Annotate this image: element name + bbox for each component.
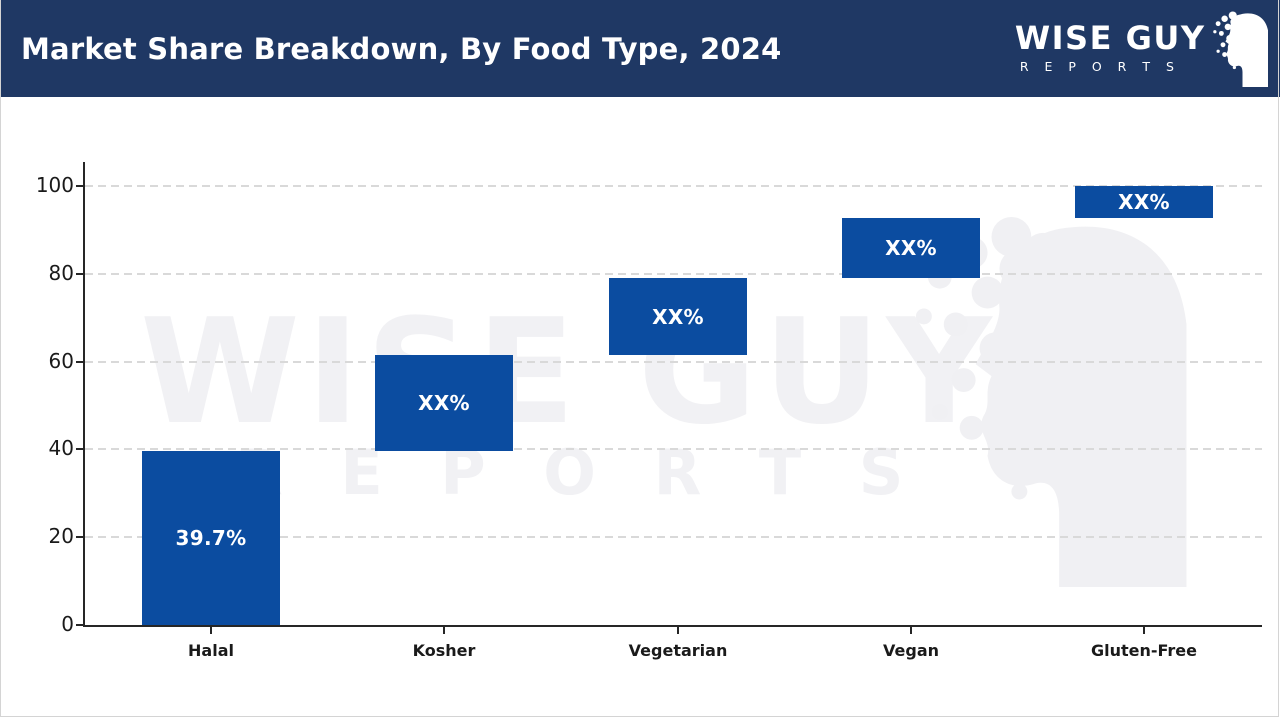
y-tick-mark [76, 448, 83, 451]
logo-wordmark: WISE GUY [1014, 19, 1206, 58]
x-category-label-vegan: Vegan [883, 641, 939, 660]
gridline-60 [85, 360, 1262, 363]
y-tick-mark [76, 272, 83, 275]
header: Market Share Breakdown, By Food Type, 20… [0, 0, 1280, 97]
x-tick-mark [210, 627, 212, 634]
gridline-20 [85, 536, 1262, 539]
y-axis-line [83, 162, 85, 627]
bar-kosher: XX% [375, 355, 513, 451]
x-category-label-gluten-free: Gluten-Free [1090, 641, 1198, 660]
bar-value-label-gluten-free: XX% [1118, 190, 1170, 215]
y-tick-label: 100 [35, 173, 74, 197]
logo-wordmark-block: WISE GUY R E P O R T S [1015, 22, 1206, 74]
y-tick-label: 40 [48, 436, 74, 461]
y-tick-label: 0 [61, 612, 74, 636]
y-tick-mark [76, 185, 83, 187]
bar-value-label-vegan: XX% [885, 236, 937, 261]
x-axis-line [83, 625, 1262, 627]
x-tick-mark [443, 627, 445, 634]
bar-gluten-free: XX% [1075, 186, 1213, 219]
bar-value-label-kosher: XX% [418, 390, 470, 415]
watermark-subtitle: R E P O R T S [235, 436, 922, 509]
page-title: Market Share Breakdown, By Food Type, 20… [21, 31, 782, 66]
wise-guy-logo: WISE GUY R E P O R T S [1015, 9, 1268, 87]
x-tick-mark [677, 627, 679, 634]
logo-subtitle: R E P O R T S [1019, 58, 1180, 74]
x-tick-mark [910, 627, 912, 634]
x-category-label-halal: Halal [188, 641, 234, 660]
y-tick-mark [76, 624, 83, 626]
watermark-face [915, 216, 1187, 587]
x-tick-mark [1143, 627, 1145, 634]
gridline-40 [85, 448, 1262, 451]
x-category-label-kosher: Kosher [412, 641, 476, 660]
bar-value-label-vegetarian: XX% [652, 304, 704, 329]
bar-vegan: XX% [842, 218, 980, 279]
bar-value-label-halal: 39.7% [175, 525, 247, 550]
bar-halal: 39.7% [142, 450, 280, 625]
logo-face-icon [1212, 11, 1268, 87]
watermark-wordmark: WISE GUY [140, 288, 998, 457]
gridline-80 [85, 272, 1262, 275]
y-tick-mark [76, 536, 83, 539]
y-tick-label: 80 [48, 260, 74, 285]
y-tick-label: 20 [48, 524, 74, 549]
gridline-100 [85, 185, 1262, 187]
bar-vegetarian: XX% [609, 278, 747, 355]
x-category-label-vegetarian: Vegetarian [628, 641, 728, 660]
y-tick-label: 60 [48, 348, 74, 373]
y-tick-mark [76, 360, 83, 363]
